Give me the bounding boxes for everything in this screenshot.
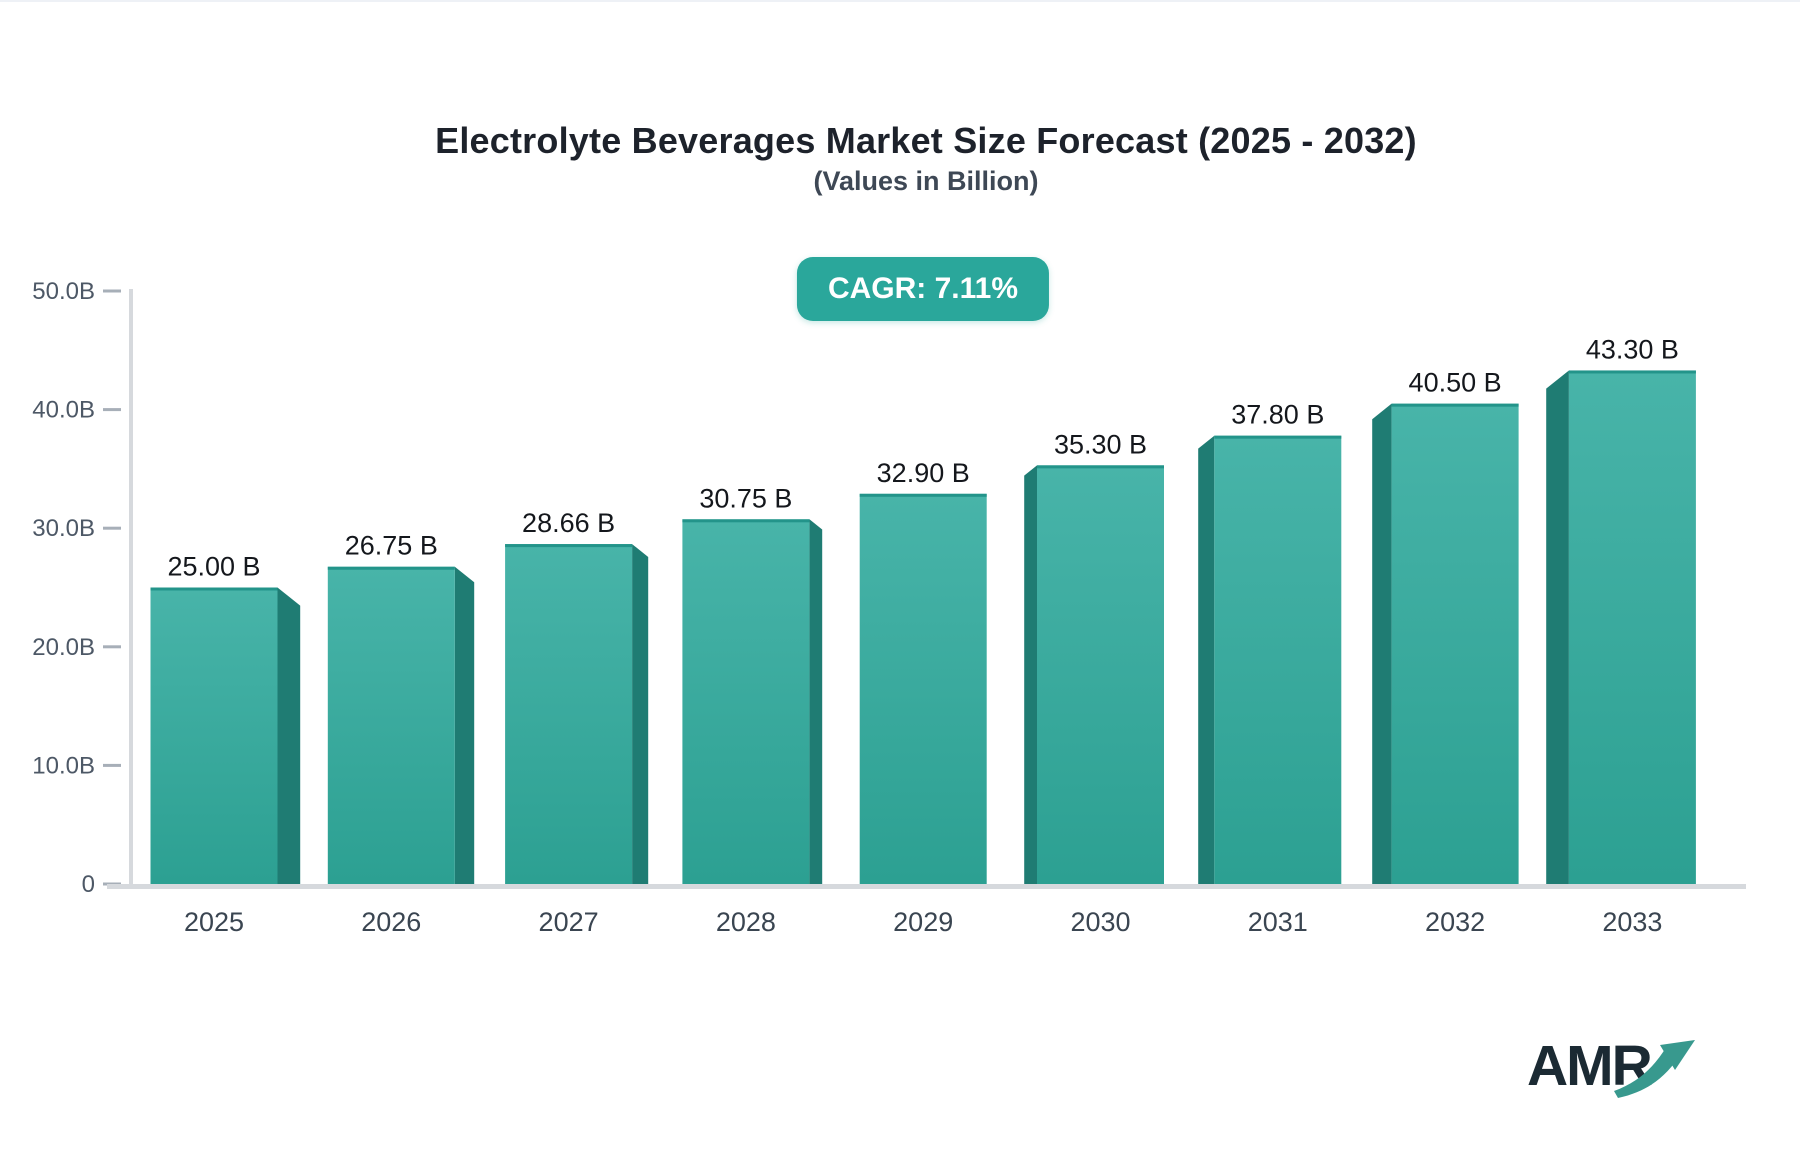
bar-top-edge [1214,435,1342,439]
bar-side-face [1546,370,1569,884]
bar-front-face [505,544,633,884]
bar-front-face [1214,435,1342,884]
x-axis-label: 2028 [716,907,776,937]
bar-front-face [1391,403,1519,884]
x-axis-line [107,884,1746,889]
bar-side-face [277,587,301,884]
bar-front-face [1568,370,1696,884]
bar-2026: 26.75 B 2026 [327,531,475,937]
y-axis-line [129,289,133,889]
y-axis-label: 0 [82,871,95,898]
bar-value-label: 30.75 B [699,483,792,513]
x-axis-label: 2033 [1602,907,1662,937]
bar-side-face [1198,435,1215,884]
bar-top-edge [505,544,633,548]
x-axis-label: 2029 [893,907,953,937]
bar-2027: 28.66 B 2027 [505,508,649,937]
bar-front-face [150,587,278,884]
y-axis-tick [103,289,121,293]
bar-front-face [327,566,455,884]
logo-arrow-icon [1614,1040,1695,1098]
bar-top-edge [150,587,278,591]
x-axis-label: 2030 [1070,907,1130,937]
bar-value-label: 35.30 B [1054,429,1147,459]
bar-side-face [454,566,475,884]
bar-value-label: 43.30 B [1586,334,1679,364]
bar-2029: 32.90 B 2029 [859,458,987,937]
top-border [0,0,1800,2]
bar-2032: 40.50 B 2032 [1372,368,1519,937]
bar-top-edge [1391,403,1519,407]
y-axis-label: 30.0B [32,515,95,542]
bar-value-label: 40.50 B [1409,368,1502,398]
cagr-badge: CAGR: 7.11% [796,257,1050,321]
y-axis-tick [103,408,121,412]
chart-subtitle: (Values in Billion) [813,166,1039,196]
x-axis-label: 2025 [184,907,244,937]
y-axis-label: 50.0B [32,278,95,305]
bar-value-label: 28.66 B [522,508,615,538]
logo-arrow-tail [1614,1046,1681,1098]
x-axis-label: 2031 [1248,907,1308,937]
bar-value-label: 26.75 B [345,531,438,561]
bar-top-edge [1037,465,1164,469]
y-axis-tick [103,526,121,530]
y-axis-label: 40.0B [32,397,95,424]
bar-value-label: 25.00 B [167,552,260,582]
bar-2030: 35.30 B 2030 [1024,429,1164,937]
x-axis-label: 2027 [539,907,599,937]
y-axis-label: 20.0B [32,634,95,661]
bar-front-face [859,493,987,884]
amr-logo: AMR [1527,1038,1727,1118]
x-axis-label: 2032 [1425,907,1485,937]
bar-front-face [682,519,810,884]
bar-side-face [1024,465,1037,884]
bar-2031: 37.80 B 2031 [1198,400,1342,937]
bar-side-face [1372,403,1392,884]
bar-side-face [809,519,823,884]
bar-value-label: 37.80 B [1231,400,1324,430]
y-axis-label: 10.0B [32,752,95,779]
logo-arrow-head [1660,1040,1695,1070]
bar-top-edge [327,566,455,570]
bar-2025: 25.00 B 2025 [150,552,301,937]
y-axis-tick [103,645,121,649]
bar-2028: 30.75 B 2028 [682,483,823,937]
bar-value-label: 32.90 B [877,458,970,488]
bar-2033: 43.30 B 2033 [1546,334,1696,937]
x-axis-label: 2026 [361,907,421,937]
bar-top-edge [859,493,987,497]
bar-front-face [1037,465,1164,884]
bar-side-face [632,544,649,884]
bar-top-edge [682,519,810,523]
bar-top-edge [1568,370,1696,374]
chart-title: Electrolyte Beverages Market Size Foreca… [435,120,1417,161]
y-axis-tick [103,763,121,767]
